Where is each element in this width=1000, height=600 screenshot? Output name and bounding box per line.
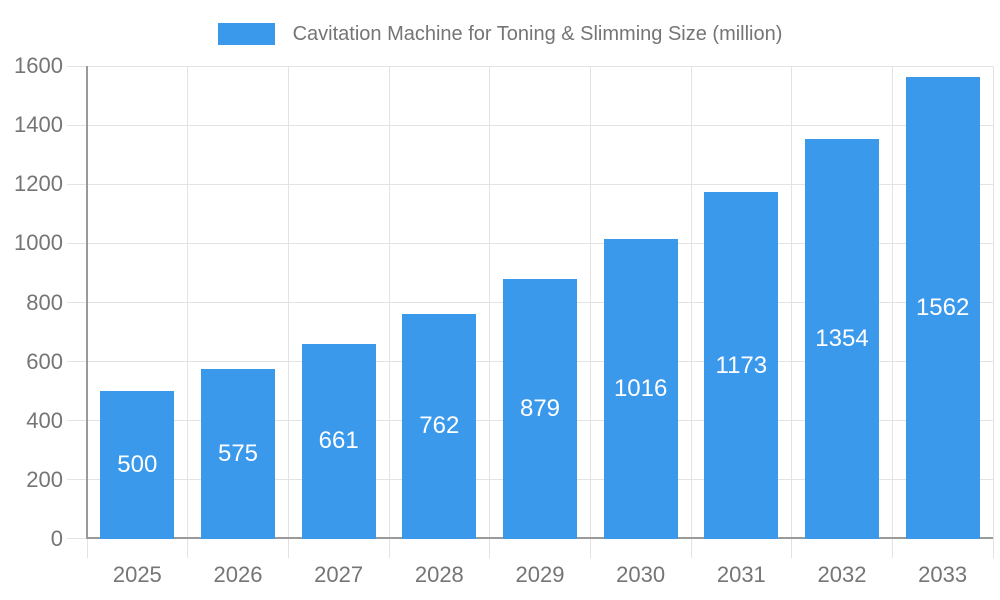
y-tick-label: 600 <box>26 348 63 374</box>
bar-value-label: 661 <box>318 427 359 455</box>
x-tick-label: 2028 <box>414 562 464 587</box>
y-tick-label: 200 <box>26 466 63 492</box>
bar-value-label: 500 <box>117 451 158 479</box>
legend-swatch <box>217 23 275 45</box>
gridline-horizontal <box>67 124 993 126</box>
bar: 1562 <box>905 77 980 539</box>
gridline-horizontal <box>67 183 993 185</box>
gridline-vertical <box>791 66 793 558</box>
x-tick-label: 2027 <box>314 562 364 587</box>
y-axis-line <box>86 66 88 539</box>
gridline-vertical <box>287 66 289 558</box>
bar: 1354 <box>805 138 879 539</box>
bar: 1173 <box>704 192 779 539</box>
gridline-vertical <box>388 66 390 558</box>
x-tick-label: 2030 <box>616 562 666 587</box>
x-tick-label: 2033 <box>918 562 968 587</box>
gridline-horizontal <box>67 242 993 244</box>
x-tick-label: 2025 <box>112 562 162 587</box>
gridline-vertical <box>992 66 994 558</box>
x-axis-tick <box>86 539 88 558</box>
gridline-vertical <box>489 66 491 558</box>
bar-value-label: 762 <box>419 412 460 440</box>
gridline-vertical <box>690 66 692 558</box>
gridline-vertical <box>187 66 189 558</box>
bar: 661 <box>301 343 376 539</box>
gridline-vertical <box>891 66 893 558</box>
bar-value-label: 879 <box>519 395 561 423</box>
x-tick-label: 2026 <box>213 562 263 587</box>
x-tick-label: 2029 <box>515 562 565 587</box>
gridline-vertical <box>589 66 591 558</box>
x-tick-label: 2031 <box>716 562 766 587</box>
bar-value-label: 1562 <box>915 294 970 322</box>
y-axis-tick <box>67 538 87 539</box>
chart-legend: Cavitation Machine for Toning & Slimming… <box>0 22 1000 46</box>
plot-area: 0 200 400 600 800 1000 1200 1400 1600 500 2025 575 2… <box>14 55 994 586</box>
bar-value-label: 1016 <box>613 374 668 402</box>
y-tick-label: 0 <box>50 526 63 551</box>
y-tick-label: 1600 <box>14 53 63 78</box>
y-tick-label: 400 <box>26 407 63 433</box>
y-tick-label: 800 <box>26 289 63 315</box>
bar: 762 <box>402 313 477 539</box>
bar-value-label: 1354 <box>815 324 869 352</box>
bar: 500 <box>100 391 175 539</box>
bar-value-label: 1173 <box>715 351 768 379</box>
bar: 879 <box>503 279 577 539</box>
y-tick-label: 1200 <box>14 171 63 197</box>
gridline-horizontal <box>67 65 993 67</box>
y-tick-label: 1000 <box>14 230 63 256</box>
bar: 1016 <box>603 238 678 539</box>
legend-label: Cavitation Machine for Toning & Slimming… <box>292 22 783 45</box>
x-tick-label: 2032 <box>817 562 867 587</box>
bar-value-label: 575 <box>217 440 259 467</box>
y-tick-label: 1400 <box>14 112 63 138</box>
bar: 575 <box>201 369 275 539</box>
